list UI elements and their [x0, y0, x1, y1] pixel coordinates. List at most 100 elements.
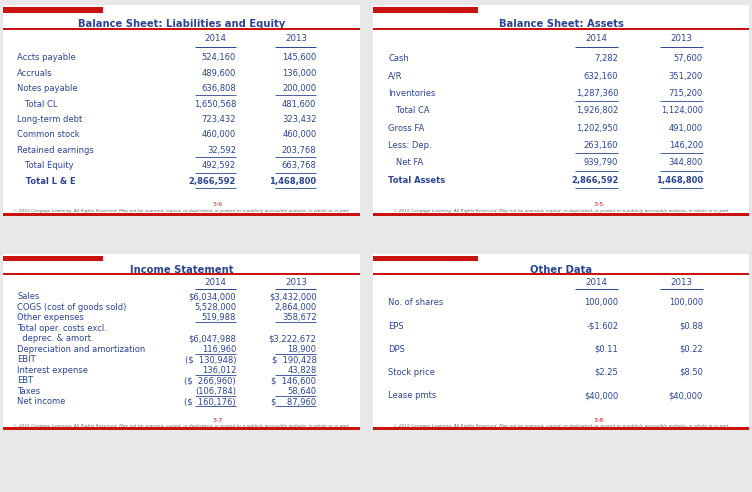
Text: 2013: 2013 — [670, 34, 693, 43]
Text: ($  130,948): ($ 130,948) — [184, 355, 236, 364]
Text: EBIT: EBIT — [17, 355, 36, 364]
Text: COGS (cost of goods sold): COGS (cost of goods sold) — [17, 303, 126, 311]
Text: 524,160: 524,160 — [202, 53, 236, 62]
Bar — [3, 427, 360, 430]
Bar — [3, 256, 103, 261]
Text: 2013: 2013 — [285, 277, 307, 286]
Text: Total Equity: Total Equity — [17, 161, 74, 170]
Text: 2014: 2014 — [205, 34, 226, 43]
Text: Balance Sheet: Liabilities and Equity: Balance Sheet: Liabilities and Equity — [78, 19, 285, 29]
Text: Interest expense: Interest expense — [17, 366, 88, 375]
Text: 460,000: 460,000 — [282, 130, 317, 139]
Text: Retained earnings: Retained earnings — [17, 146, 94, 155]
Text: © 2015 Cengage Learning. All Rights Reserved. May not be scanned, copied, or dup: © 2015 Cengage Learning. All Rights Rese… — [14, 209, 350, 213]
Text: Lease pmts: Lease pmts — [388, 391, 436, 400]
Text: Common stock: Common stock — [17, 130, 80, 139]
Text: 491,000: 491,000 — [669, 123, 703, 133]
Text: 1,124,000: 1,124,000 — [661, 106, 703, 115]
Text: 344,800: 344,800 — [669, 158, 703, 167]
Bar — [3, 213, 360, 216]
Text: $  146,600: $ 146,600 — [271, 376, 317, 385]
Text: Depreciation and amortization: Depreciation and amortization — [17, 345, 146, 354]
Text: 351,200: 351,200 — [669, 71, 703, 81]
Text: 3-6: 3-6 — [212, 202, 223, 207]
Text: A/R: A/R — [388, 71, 402, 81]
Text: $6,034,000: $6,034,000 — [189, 292, 236, 301]
Text: (106,784): (106,784) — [195, 387, 236, 396]
Text: 519,988: 519,988 — [202, 313, 236, 322]
Text: $0.88: $0.88 — [679, 322, 703, 331]
Text: 323,432: 323,432 — [282, 115, 317, 124]
Text: deprec. & amort.: deprec. & amort. — [17, 334, 94, 343]
Text: Total oper. costs excl.: Total oper. costs excl. — [17, 324, 108, 333]
Bar — [3, 7, 103, 13]
Text: 2,866,592: 2,866,592 — [189, 177, 236, 186]
Text: ($  266,960): ($ 266,960) — [184, 376, 236, 385]
Text: 636,808: 636,808 — [202, 84, 236, 93]
Text: $3,222,672: $3,222,672 — [268, 334, 317, 343]
Text: 145,600: 145,600 — [282, 53, 317, 62]
Text: 43,828: 43,828 — [287, 366, 317, 375]
Text: -$1.602: -$1.602 — [587, 322, 618, 331]
Text: Net income: Net income — [17, 398, 65, 406]
Text: 2014: 2014 — [205, 277, 226, 286]
Text: EBT: EBT — [17, 376, 33, 385]
Text: 632,160: 632,160 — [584, 71, 618, 81]
Text: 723,432: 723,432 — [202, 115, 236, 124]
Text: 481,600: 481,600 — [282, 99, 317, 109]
Text: Inventories: Inventories — [388, 89, 435, 98]
Text: Net FA: Net FA — [388, 158, 423, 167]
Text: 116,960: 116,960 — [202, 345, 236, 354]
Text: 146,200: 146,200 — [669, 141, 703, 150]
Text: Total CA: Total CA — [388, 106, 429, 115]
Text: EPS: EPS — [388, 322, 404, 331]
Text: $40,000: $40,000 — [669, 391, 703, 400]
Text: Accts payable: Accts payable — [17, 53, 76, 62]
Bar — [373, 213, 749, 216]
Text: Other expenses: Other expenses — [17, 313, 84, 322]
Text: 2013: 2013 — [670, 277, 693, 286]
Text: 2014: 2014 — [586, 34, 608, 43]
Text: Total L & E: Total L & E — [17, 177, 76, 186]
Text: ($  160,176): ($ 160,176) — [184, 398, 236, 406]
Bar — [373, 273, 749, 275]
Text: $    87,960: $ 87,960 — [271, 398, 317, 406]
Text: 2,866,592: 2,866,592 — [571, 176, 618, 185]
Text: © 2015 Cengage Learning. All Rights Reserved. May not be scanned, copied, or dup: © 2015 Cengage Learning. All Rights Rese… — [393, 209, 729, 213]
Text: $0.11: $0.11 — [595, 345, 618, 354]
Text: Total CL: Total CL — [17, 99, 58, 109]
Text: 1,287,360: 1,287,360 — [576, 89, 618, 98]
Text: 57,600: 57,600 — [674, 54, 703, 63]
Text: 203,768: 203,768 — [282, 146, 317, 155]
Bar — [373, 28, 749, 31]
Text: 32,592: 32,592 — [207, 146, 236, 155]
Text: $40,000: $40,000 — [584, 391, 618, 400]
Bar — [3, 273, 360, 275]
Text: Cash: Cash — [388, 54, 409, 63]
Text: 263,160: 263,160 — [584, 141, 618, 150]
Text: Accruals: Accruals — [17, 69, 53, 78]
Text: © 2015 Cengage Learning. All Rights Reserved. May not be scanned, copied, or dup: © 2015 Cengage Learning. All Rights Rese… — [393, 424, 729, 428]
Text: Balance Sheet: Assets: Balance Sheet: Assets — [499, 19, 623, 29]
Text: 1,468,800: 1,468,800 — [269, 177, 317, 186]
Text: 663,768: 663,768 — [281, 161, 317, 170]
Text: 100,000: 100,000 — [669, 299, 703, 308]
Text: 200,000: 200,000 — [282, 84, 317, 93]
Text: 136,000: 136,000 — [282, 69, 317, 78]
Text: 3-8: 3-8 — [593, 418, 604, 423]
Text: Less: Dep.: Less: Dep. — [388, 141, 432, 150]
Text: Stock price: Stock price — [388, 368, 435, 377]
Text: Long-term debt: Long-term debt — [17, 115, 83, 124]
Text: 2,864,000: 2,864,000 — [274, 303, 317, 311]
Text: 58,640: 58,640 — [287, 387, 317, 396]
Text: 715,200: 715,200 — [669, 89, 703, 98]
Text: $8.50: $8.50 — [679, 368, 703, 377]
Text: $3,432,000: $3,432,000 — [268, 292, 317, 301]
Text: $  190,428: $ 190,428 — [271, 355, 317, 364]
Text: DPS: DPS — [388, 345, 405, 354]
Text: 492,592: 492,592 — [202, 161, 236, 170]
Text: 939,790: 939,790 — [584, 158, 618, 167]
Text: Gross FA: Gross FA — [388, 123, 424, 133]
Text: Total Assets: Total Assets — [388, 176, 445, 185]
Text: 1,202,950: 1,202,950 — [576, 123, 618, 133]
